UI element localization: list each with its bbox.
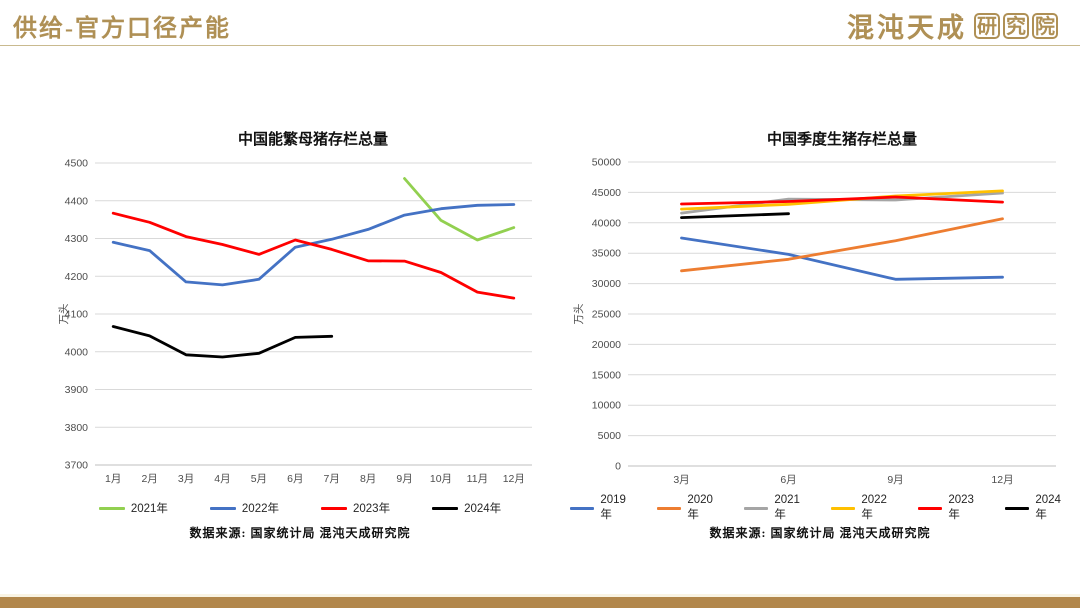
legend-swatch (570, 506, 595, 510)
y-tick-label: 4000 (65, 346, 89, 358)
series-line-2023年 (680, 195, 1004, 206)
y-tick-label: 3800 (65, 422, 89, 434)
legend-item-2024年: 2024年 (432, 500, 501, 516)
legend-swatch (744, 506, 769, 510)
y-tick-label: 0 (615, 461, 621, 473)
x-tick-label: 7月 (324, 473, 340, 485)
legend-item-2021年: 2021年 (744, 494, 809, 522)
x-tick-label: 3月 (178, 473, 194, 485)
legend-label: 2021年 (130, 503, 168, 515)
x-tick-label: 11月 (467, 473, 488, 485)
x-tick-label: 9月 (887, 474, 903, 486)
footer-accent-line (0, 594, 1080, 597)
series-line-2024年 (680, 212, 790, 219)
legend-item-2022年: 2022年 (209, 500, 279, 516)
legend-item-2024年: 2024年 (1005, 494, 1070, 522)
y-tick-label: 20000 (592, 339, 621, 351)
x-tick-label: 1月 (105, 473, 121, 485)
series-line-2019年 (680, 236, 1004, 281)
chart-legend: 2019年 2020年 2021年 2022年 2023年 2024年 (570, 494, 1070, 521)
logo-seal-char-1: 研 (974, 12, 1000, 39)
logo-seal-char-2: 究 (1003, 12, 1029, 39)
y-tick-label: 35000 (592, 248, 621, 260)
legend-swatch (1005, 506, 1030, 510)
chart-legend: 2021年 2022年 2023年 2024年 (55, 499, 545, 517)
y-tick-label: 15000 (592, 369, 621, 381)
legend-swatch (98, 506, 125, 510)
y-tick-label: 25000 (592, 309, 621, 321)
legend-item-2019年: 2019年 (570, 494, 635, 522)
legend-item-2023年: 2023年 (918, 494, 983, 522)
series-line-2021年 (403, 177, 516, 242)
y-tick-label: 4500 (65, 158, 89, 170)
logo-seal-group: 研 究 院 (974, 12, 1058, 39)
x-tick-label: 8月 (360, 473, 376, 485)
header-divider (0, 45, 1080, 46)
series-line-2024年 (111, 325, 334, 359)
legend-label: 2024年 (464, 503, 502, 515)
y-tick-label: 30000 (592, 278, 621, 290)
legend-item-2022年: 2022年 (831, 494, 896, 522)
x-tick-label: 5月 (251, 473, 267, 485)
x-tick-label: 12月 (991, 474, 1013, 486)
y-axis-label: 万头 (573, 304, 585, 325)
y-tick-label: 50000 (592, 157, 621, 169)
y-tick-label: 3900 (65, 384, 89, 396)
legend-swatch (918, 506, 943, 510)
chart-title: 中国季度生猪存栏总量 (767, 130, 917, 148)
legend-label: 2023年 (948, 494, 974, 521)
logo-brand-text: 混沌天成 (847, 13, 967, 43)
page-header: 供给-官方口径产能 混沌天成 研 究 院 (0, 0, 1080, 46)
legend-swatch (209, 506, 236, 510)
sow-inventory-chart: 中国能繁母猪存栏总量 3700 3800 3900 4000 4100 4200 4300 4… (55, 118, 545, 541)
y-tick-label: 5000 (598, 430, 622, 442)
legend-label: 2019年 (600, 494, 626, 521)
legend-label: 2020年 (687, 494, 713, 521)
legend-label: 2021年 (774, 494, 800, 521)
sow-inventory-chart-canvas: 中国能繁母猪存栏总量 3700 3800 3900 4000 4100 4200 4300 4… (58, 130, 532, 485)
y-tick-label: 4300 (65, 233, 89, 245)
chart-title: 中国能繁母猪存栏总量 (238, 130, 388, 148)
legend-item-2023年: 2023年 (321, 500, 390, 516)
x-tick-label: 2月 (141, 473, 157, 485)
source-note: 数据来源: 国家统计局 混沌天成研究院 (189, 526, 411, 540)
y-tick-label: 4200 (65, 271, 89, 283)
legend-item-2020年: 2020年 (657, 494, 722, 522)
pig-inventory-chart: 中国季度生猪存栏总量 0 5000 10000 15000 20000 25000 3000… (570, 118, 1070, 541)
x-tick-label: 6月 (287, 473, 303, 485)
legend-item-2021年: 2021年 (98, 500, 168, 516)
x-tick-label: 10月 (430, 473, 452, 485)
legend-swatch (831, 506, 856, 510)
legend-label: 2022年 (241, 503, 279, 515)
pig-inventory-chart-canvas: 中国季度生猪存栏总量 0 5000 10000 15000 20000 25000 3000… (573, 130, 1056, 486)
y-tick-label: 4400 (65, 195, 89, 207)
y-tick-label: 3700 (65, 460, 89, 472)
series-line-2023年 (111, 211, 516, 300)
company-logo: 混沌天成 研 究 院 (847, 6, 1058, 45)
legend-swatch (321, 506, 347, 510)
legend-label: 2022年 (861, 494, 887, 521)
legend-swatch (657, 506, 682, 510)
series-line-2020年 (680, 217, 1004, 273)
legend-label: 2024年 (1035, 494, 1061, 521)
footer-bar (0, 597, 1080, 608)
page-title: 供给-官方口径产能 (13, 16, 231, 42)
x-tick-label: 9月 (396, 473, 412, 485)
y-tick-label: 45000 (592, 187, 621, 199)
y-axis-label: 万头 (58, 304, 70, 325)
y-tick-label: 10000 (592, 400, 621, 412)
x-tick-label: 6月 (780, 474, 796, 486)
legend-label: 2023年 (353, 503, 391, 515)
x-tick-label: 3月 (673, 474, 689, 486)
x-tick-label: 12月 (503, 473, 525, 485)
y-tick-label: 4100 (65, 309, 89, 321)
y-tick-label: 40000 (592, 217, 621, 229)
source-note: 数据来源: 国家统计局 混沌天成研究院 (709, 526, 931, 540)
series-line-2022年 (111, 203, 516, 287)
logo-seal-char-3: 院 (1032, 12, 1058, 39)
legend-swatch (432, 506, 459, 510)
x-tick-label: 4月 (214, 473, 230, 485)
